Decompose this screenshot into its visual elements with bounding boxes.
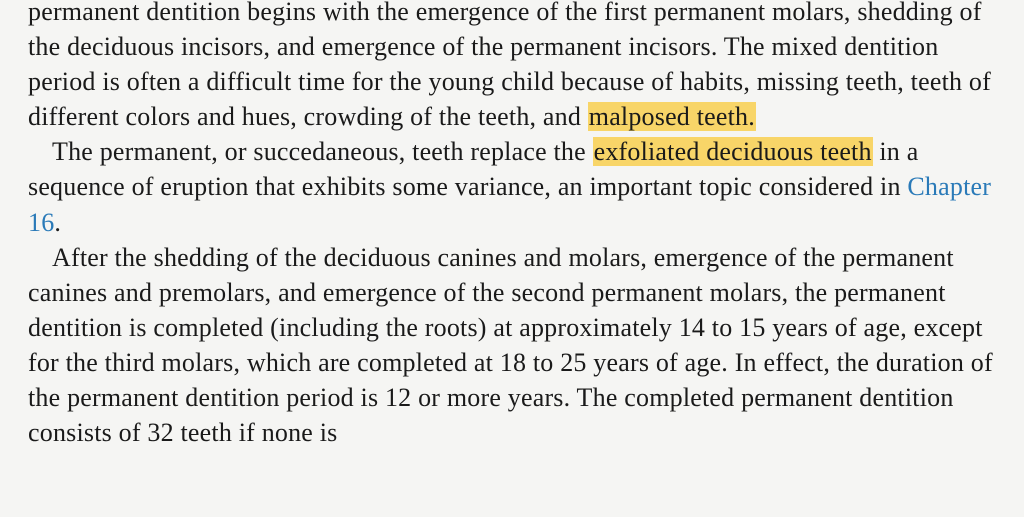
p1-text-a: permanent dentition begins with the emer… <box>28 0 991 131</box>
p2-text-a: The permanent, or succedaneous, teeth re… <box>52 137 593 166</box>
p2-text-c: . <box>54 208 61 237</box>
highlight-malposed-teeth: malposed teeth. <box>588 102 756 131</box>
highlight-exfoliated-deciduous-teeth: exfoliated deciduous teeth <box>593 137 873 166</box>
paragraph-2: The permanent, or succedaneous, teeth re… <box>28 134 996 239</box>
paragraph-3: After the shedding of the deciduous cani… <box>28 240 996 451</box>
paragraph-1: permanent dentition begins with the emer… <box>28 0 996 134</box>
p3-text-a: After the shedding of the deciduous cani… <box>28 243 993 447</box>
